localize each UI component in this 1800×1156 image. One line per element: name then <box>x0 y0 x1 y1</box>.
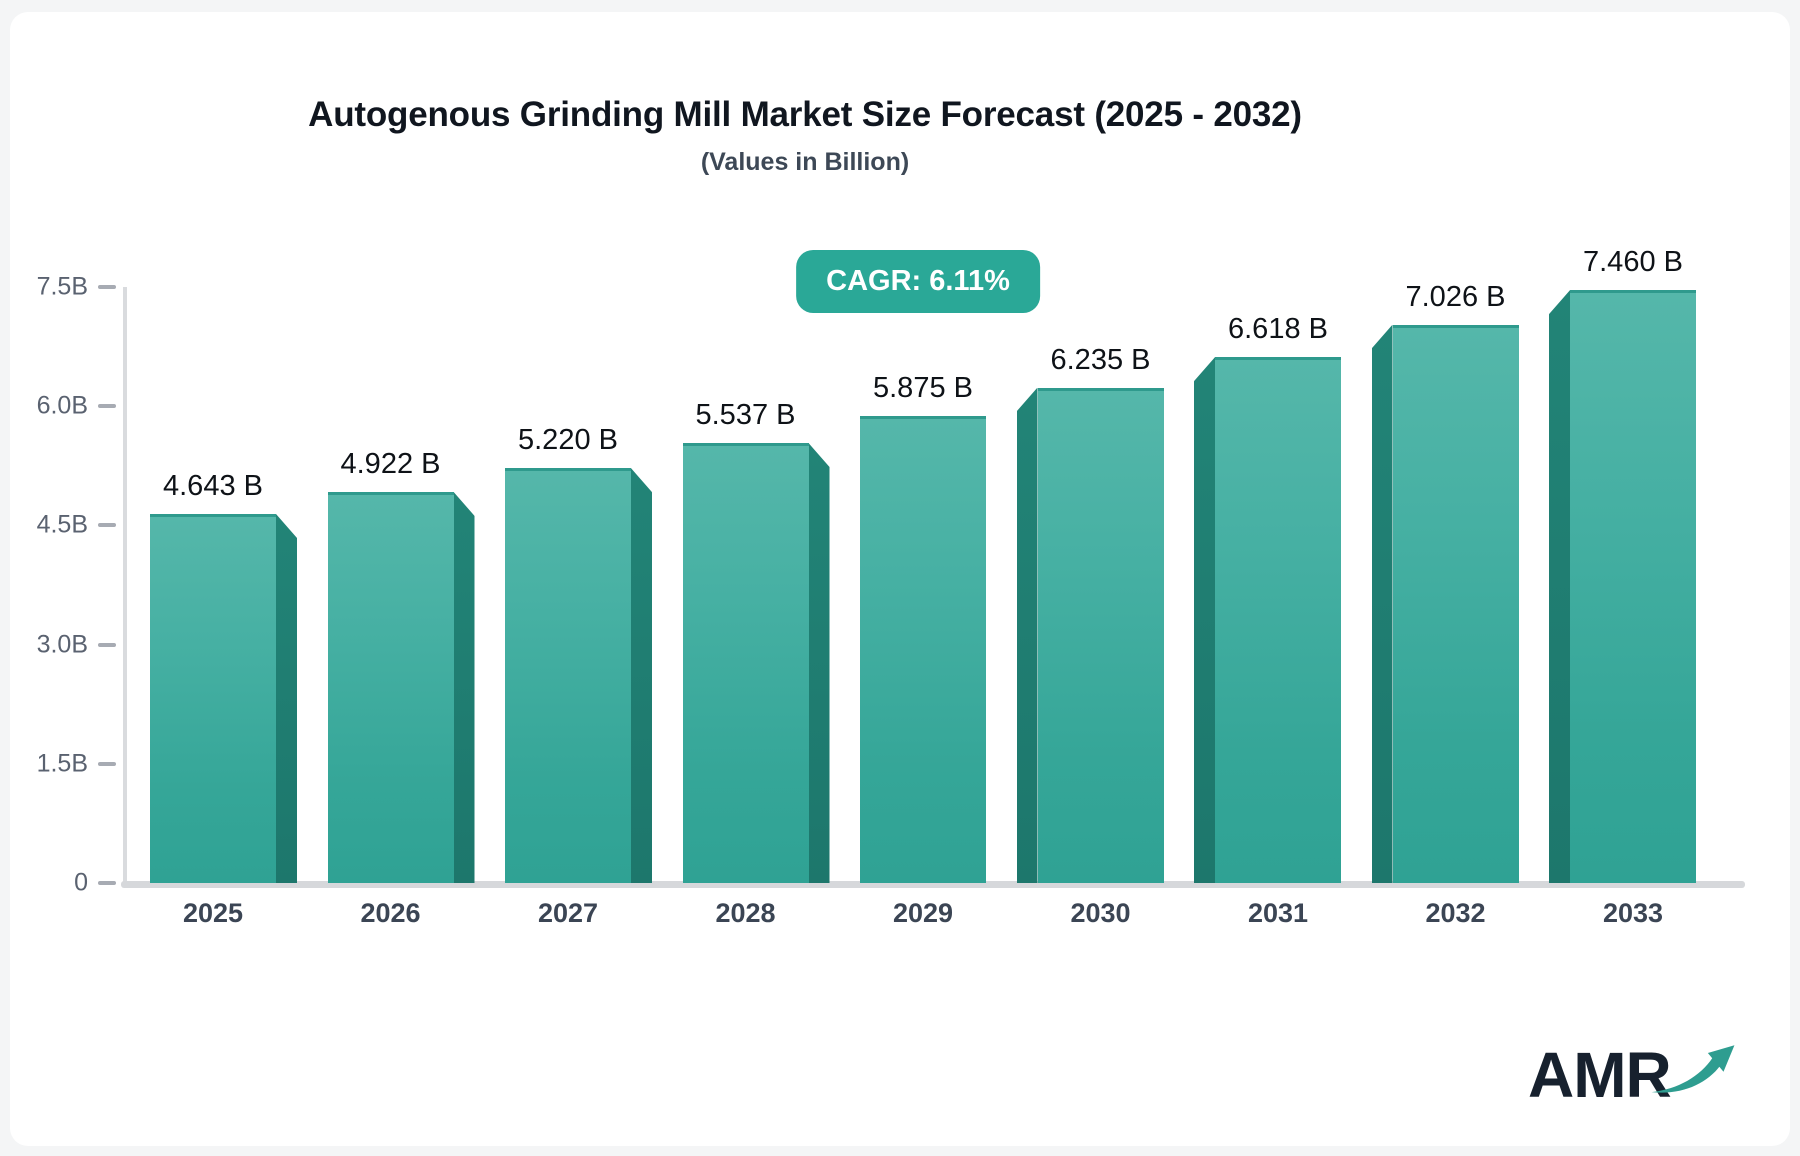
bar-face <box>682 442 809 883</box>
x-axis-baseline <box>121 881 1745 888</box>
bar-face <box>1570 290 1696 883</box>
bar-side-face <box>631 468 652 883</box>
y-tick-dash <box>98 761 116 766</box>
bar-face <box>1392 324 1519 883</box>
x-axis-label: 2025 <box>182 898 244 928</box>
bar-face <box>1037 387 1164 883</box>
bar-value-label: 7.026 B <box>1405 280 1506 313</box>
y-tick-dash <box>98 523 116 528</box>
bar-face <box>1215 357 1341 883</box>
bar-face <box>327 491 454 883</box>
x-axis-label: 2028 <box>715 898 776 928</box>
x-axis-label: 2033 <box>1602 898 1664 928</box>
bar-value-label: 7.460 B <box>1583 246 1683 279</box>
x-axis-label: 2032 <box>1425 898 1486 928</box>
bar-face <box>860 416 986 883</box>
bar-value-label: 5.875 B <box>873 372 973 405</box>
bar-value-label: 4.643 B <box>163 470 263 503</box>
bar-value-label: 4.922 B <box>340 447 441 480</box>
bar-side-face <box>1549 290 1570 883</box>
y-tick-dash <box>98 404 116 409</box>
y-axis-line <box>123 287 127 883</box>
y-tick-dash <box>98 285 116 289</box>
bar-side-face <box>276 514 297 883</box>
bar-value-label: 6.618 B <box>1228 313 1328 346</box>
y-tick-label: 7.5B <box>36 272 88 301</box>
y-tick-label: 1.5B <box>36 749 88 778</box>
y-tick-label: 4.5B <box>36 510 88 539</box>
x-axis-label: 2031 <box>1247 898 1309 928</box>
y-tick-label: 3.0B <box>36 630 88 659</box>
bar-side-face <box>808 442 830 883</box>
x-axis-label: 2030 <box>1070 898 1131 928</box>
chart-subtitle: (Values in Billion) <box>700 148 910 176</box>
x-axis-label: 2027 <box>537 898 599 928</box>
bar-face <box>150 514 276 883</box>
y-tick-label: 0 <box>74 868 88 897</box>
cagr-badge: CAGR: 6.11% <box>796 250 1040 313</box>
bar-side-face <box>1371 324 1393 883</box>
bar-side-face <box>453 491 475 883</box>
bar-value-label: 6.235 B <box>1050 343 1151 376</box>
brand-logo-text: AMR <box>1528 1039 1672 1111</box>
bar-side-face <box>1194 357 1215 883</box>
y-tick-label: 6.0B <box>36 391 88 420</box>
bar-side-face <box>1016 387 1038 883</box>
chart-title: Autogenous Grinding Mill Market Size For… <box>308 95 1302 134</box>
bar-face <box>505 468 631 883</box>
growth-arrow-icon <box>1651 1045 1735 1093</box>
bar-value-label: 5.537 B <box>695 398 796 431</box>
bar-value-label: 5.220 B <box>518 424 618 457</box>
y-tick-dash <box>98 642 116 647</box>
x-axis-label: 2026 <box>360 898 421 928</box>
brand-logo: AMR <box>1528 1030 1735 1120</box>
y-tick-dash <box>98 881 116 885</box>
x-axis-label: 2029 <box>892 898 954 928</box>
